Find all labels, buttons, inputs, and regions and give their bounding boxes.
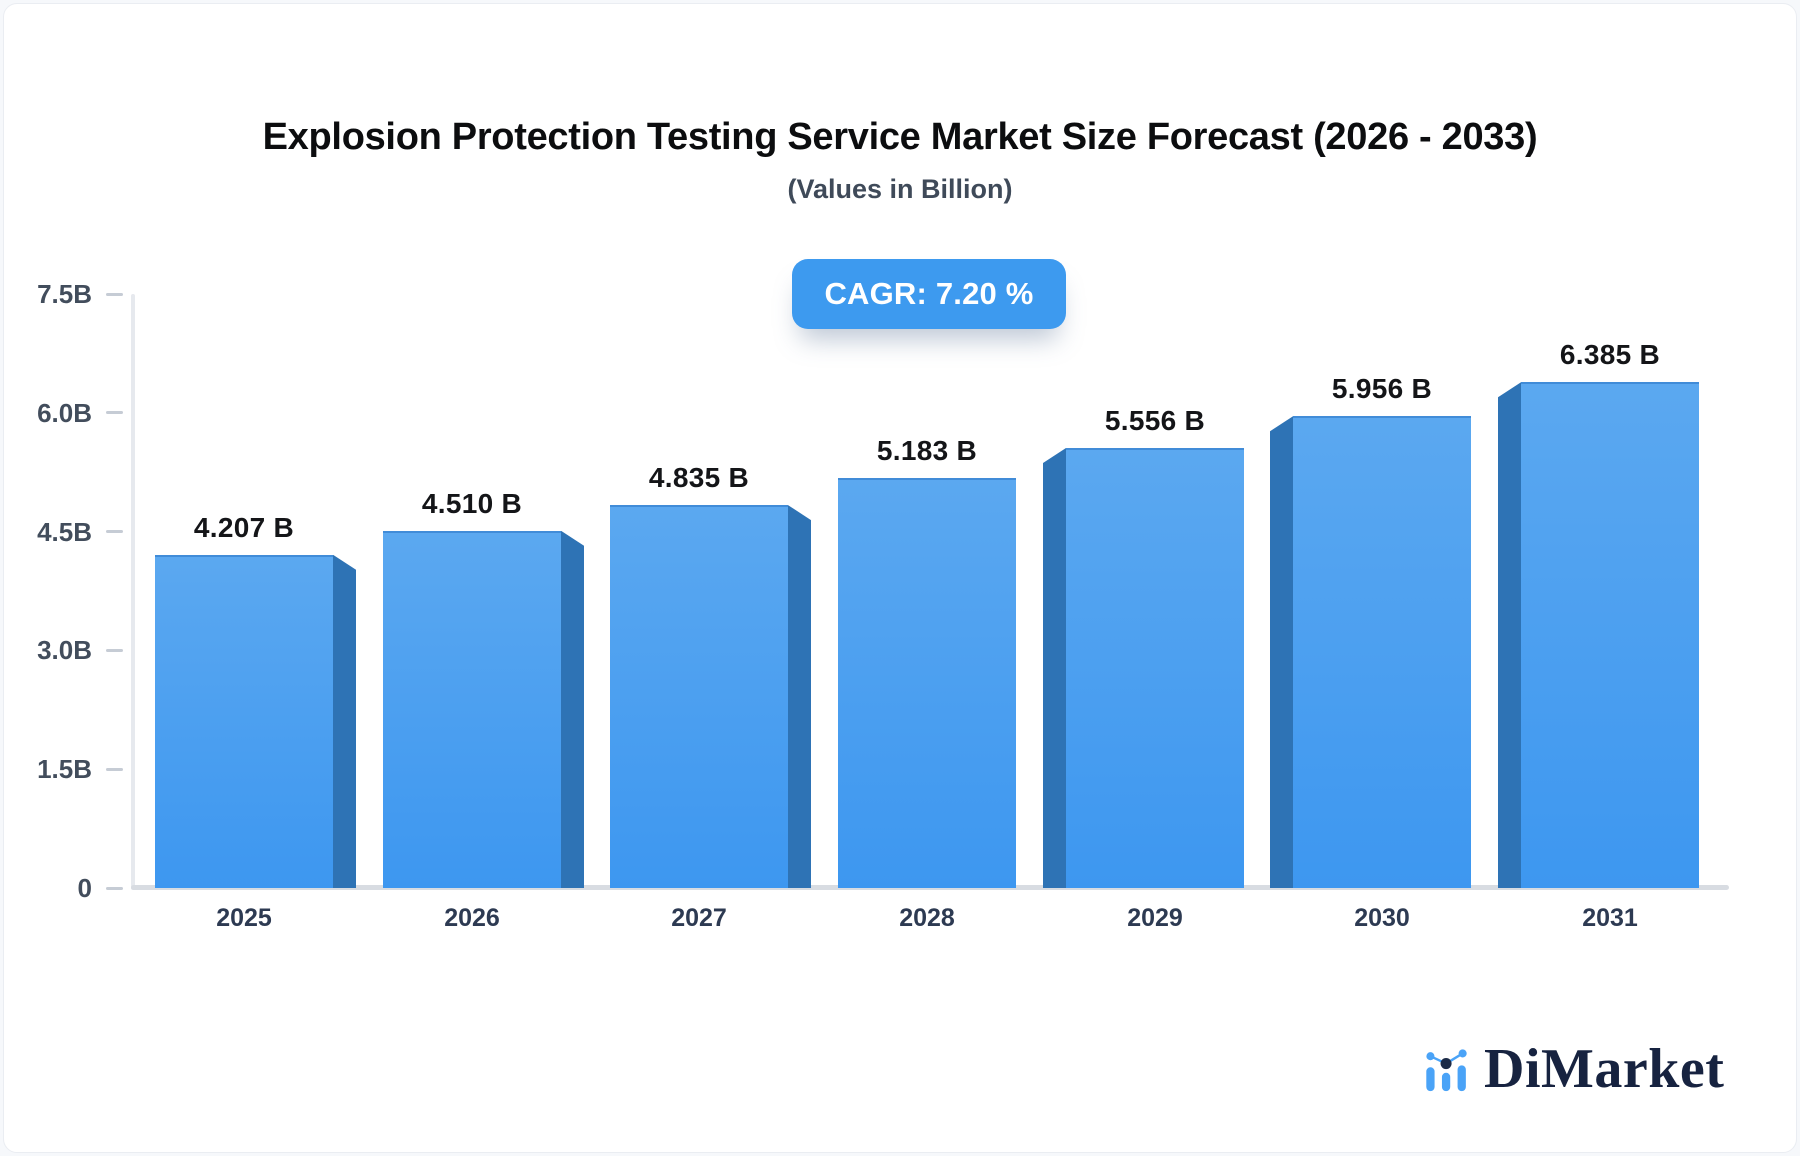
x-axis-label-2027: 2027: [671, 904, 727, 932]
bar-value-label-2025: 4.207 B: [193, 511, 295, 543]
bar-3d-side-2026: [561, 530, 584, 888]
bar-2031: [1521, 382, 1699, 888]
y-axis-tick-label: 7.5B: [37, 279, 92, 309]
y-axis-tick-label: 3.0B: [37, 635, 92, 666]
bar-3d-side-2031: [1498, 382, 1521, 888]
bar-2025: [155, 554, 333, 888]
x-axis-label-2030: 2030: [1354, 904, 1410, 932]
cagr-badge-label: CAGR: 7.20 %: [824, 276, 1034, 311]
y-axis-tick-label: 4.5B: [37, 516, 92, 547]
bar-chart-sparkline-icon: [1426, 1049, 1467, 1092]
y-axis-tick-mark: [106, 411, 123, 415]
y-axis-tick-label: 6.0B: [37, 397, 92, 428]
y-axis-tick-mark: [106, 767, 123, 771]
chart-title: Explosion Protection Testing Service Mar…: [262, 116, 1538, 158]
brand-logo: DiMarket: [1424, 1038, 1725, 1100]
y-axis-tick-mark: [106, 648, 123, 652]
y-axis-tick-label: 0: [77, 873, 92, 903]
chart-card: Explosion Protection Testing Service Mar…: [3, 3, 1797, 1153]
bar-value-label-2027: 4.835 B: [648, 462, 750, 494]
y-axis-tick-mark: [106, 530, 123, 534]
x-axis-label-2026: 2026: [444, 904, 500, 932]
bar-value-label-2030: 5.956 B: [1331, 373, 1433, 405]
bar-2030: [1293, 416, 1471, 888]
bar-3d-side-2027: [788, 505, 811, 888]
x-axis-label-2028: 2028: [899, 904, 955, 932]
y-axis-line: [131, 294, 135, 890]
x-axis-label-2025: 2025: [216, 904, 272, 932]
chart-subtitle: (Values in Billion): [787, 174, 1013, 204]
bar-3d-side-2025: [333, 554, 356, 888]
brand-name: DiMarket: [1484, 1038, 1725, 1100]
bar-2029: [1066, 447, 1244, 888]
bar-value-label-2031: 6.385 B: [1559, 339, 1661, 371]
bar-value-label-2029: 5.556 B: [1104, 404, 1206, 436]
cagr-badge: CAGR: 7.20 %: [792, 259, 1066, 329]
bar-2028: [838, 477, 1016, 888]
y-axis-tick-label: 1.5B: [37, 754, 92, 785]
bar-2027: [610, 505, 788, 888]
bar-3d-side-2029: [1043, 447, 1066, 888]
y-axis-tick-mark: [106, 886, 123, 890]
bar-3d-side-2030: [1270, 416, 1293, 888]
x-axis-label-2029: 2029: [1127, 904, 1183, 932]
bar-value-label-2028: 5.183 B: [876, 434, 978, 466]
bar-value-label-2026: 4.510 B: [421, 487, 523, 519]
x-axis-label-2031: 2031: [1582, 904, 1638, 932]
bar-2026: [383, 530, 561, 888]
y-axis-tick-mark: [106, 292, 123, 296]
